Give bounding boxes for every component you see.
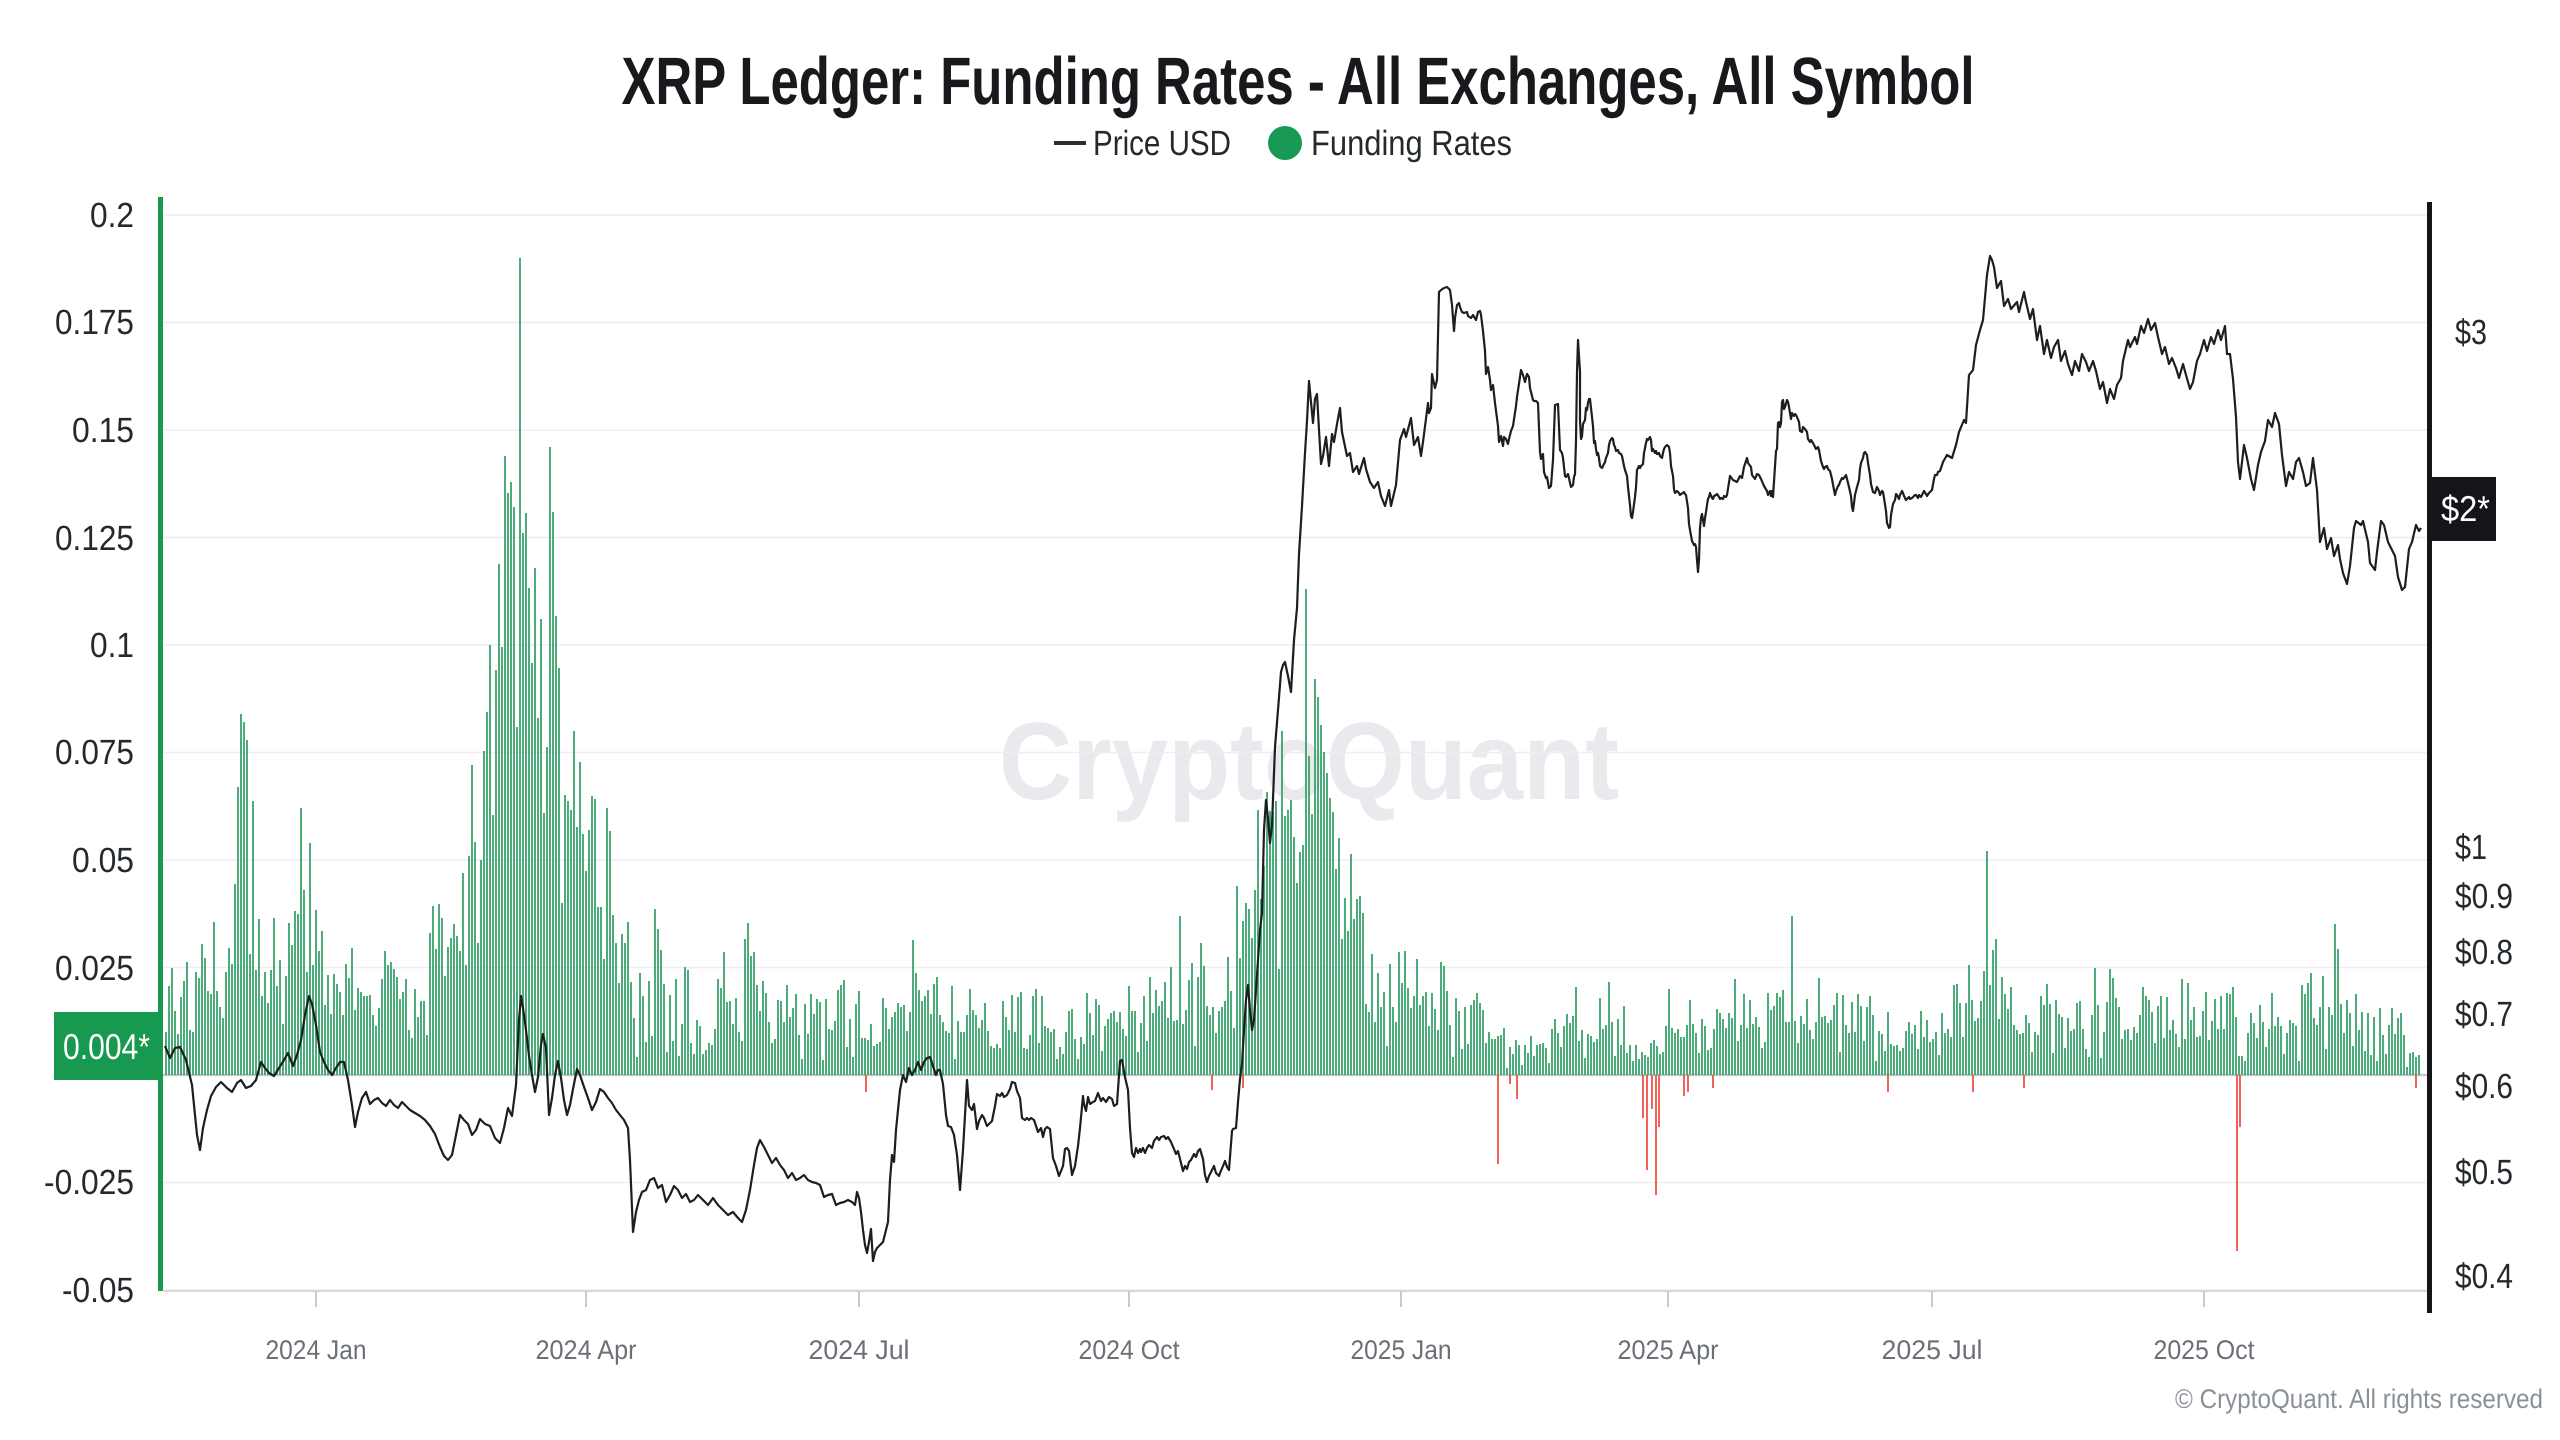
svg-text:XRP Ledger: Funding Rates - Al: XRP Ledger: Funding Rates - All Exchange… — [622, 44, 1975, 119]
svg-text:2024 Apr: 2024 Apr — [536, 1335, 637, 1365]
svg-text:0.1: 0.1 — [90, 626, 134, 665]
svg-text:$0.9: $0.9 — [2455, 877, 2513, 916]
svg-text:0.125: 0.125 — [55, 519, 134, 558]
svg-text:0.075: 0.075 — [55, 733, 134, 772]
svg-text:$0.7: $0.7 — [2455, 995, 2513, 1034]
svg-text:0.175: 0.175 — [55, 303, 134, 342]
svg-text:$1: $1 — [2455, 828, 2487, 867]
svg-text:0.05: 0.05 — [72, 841, 134, 880]
svg-text:© CryptoQuant. All rights rese: © CryptoQuant. All rights reserved — [2175, 1384, 2543, 1414]
svg-text:$0.6: $0.6 — [2455, 1067, 2513, 1106]
svg-text:2025 Jan: 2025 Jan — [1351, 1335, 1452, 1365]
svg-text:2024 Jul: 2024 Jul — [809, 1335, 910, 1365]
svg-text:-0.05: -0.05 — [62, 1271, 134, 1310]
svg-text:2025 Apr: 2025 Apr — [1618, 1335, 1719, 1365]
svg-text:-0.025: -0.025 — [44, 1163, 134, 1202]
svg-text:Funding Rates: Funding Rates — [1311, 124, 1512, 163]
svg-text:0.15: 0.15 — [72, 411, 134, 450]
svg-text:Price USD: Price USD — [1093, 124, 1231, 163]
svg-text:0.004*: 0.004* — [63, 1026, 150, 1067]
svg-text:$0.8: $0.8 — [2455, 933, 2513, 972]
svg-text:$3: $3 — [2455, 313, 2487, 352]
svg-text:$2*: $2* — [2441, 488, 2490, 529]
svg-text:0.025: 0.025 — [55, 949, 134, 988]
svg-text:2025 Oct: 2025 Oct — [2154, 1335, 2255, 1365]
svg-text:2024 Jan: 2024 Jan — [266, 1335, 367, 1365]
svg-text:2025 Jul: 2025 Jul — [1882, 1335, 1983, 1365]
svg-text:$0.5: $0.5 — [2455, 1153, 2513, 1192]
svg-text:$0.4: $0.4 — [2455, 1257, 2513, 1296]
svg-text:2024 Oct: 2024 Oct — [1079, 1335, 1180, 1365]
svg-text:0.2: 0.2 — [90, 196, 134, 235]
